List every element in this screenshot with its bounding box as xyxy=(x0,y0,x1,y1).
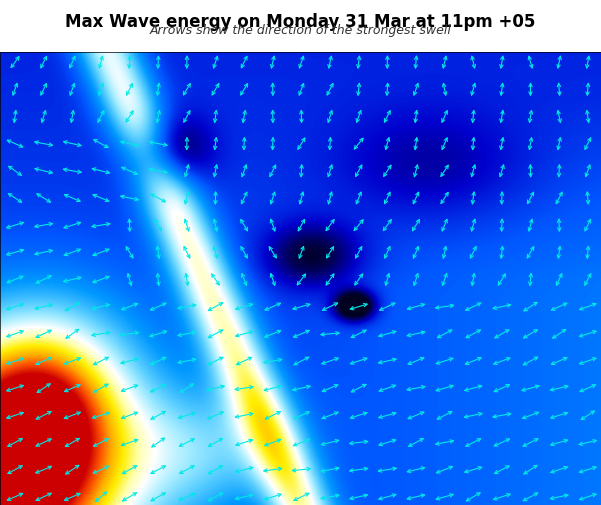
Text: Max Wave energy on Monday 31 Mar at 11pm +05: Max Wave energy on Monday 31 Mar at 11pm… xyxy=(66,13,535,31)
Text: Arrows show the direction of the strongest swell: Arrows show the direction of the stronge… xyxy=(150,24,451,37)
